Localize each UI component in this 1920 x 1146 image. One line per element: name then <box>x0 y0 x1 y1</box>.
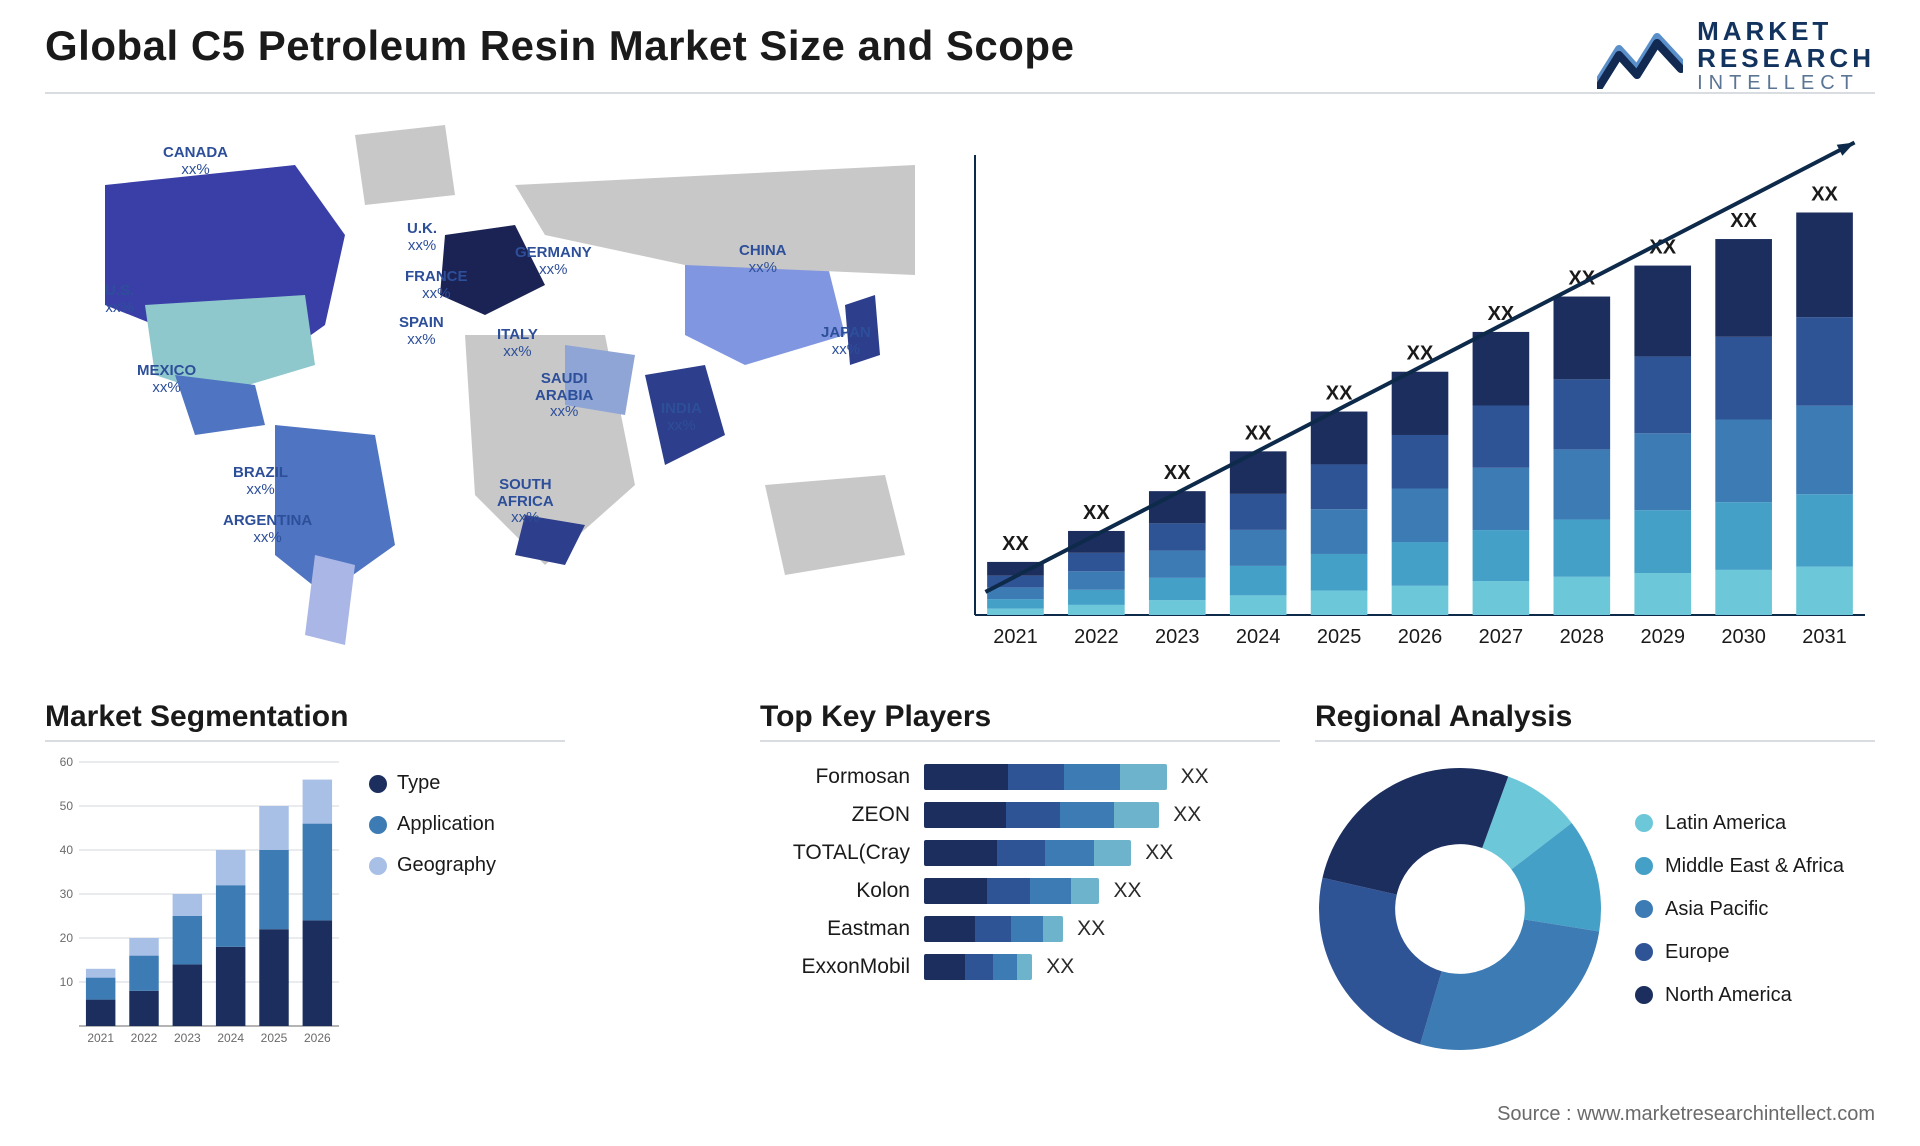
market-segmentation-section: Market Segmentation 10 20 30 40 50 60 2021 2022… <box>45 700 565 1054</box>
source-text: Source : www.marketresearchintellect.com <box>1497 1103 1875 1126</box>
player-bar <box>924 802 1159 828</box>
map-label: ARGENTINAxx% <box>223 513 312 546</box>
player-bar <box>924 840 1131 866</box>
player-name: ExxonMobil <box>760 955 910 979</box>
map-label: MEXICOxx% <box>137 363 196 396</box>
svg-text:20: 20 <box>60 931 74 945</box>
map-label: JAPANxx% <box>821 325 871 358</box>
svg-text:2026: 2026 <box>304 1031 331 1045</box>
svg-text:XX: XX <box>1002 533 1029 555</box>
page-title: Global C5 Petroleum Resin Market Size an… <box>45 22 1074 70</box>
regional-legend-item: Asia Pacific <box>1635 898 1844 921</box>
svg-text:2022: 2022 <box>131 1031 158 1045</box>
svg-text:2025: 2025 <box>1317 626 1362 648</box>
svg-text:2023: 2023 <box>1155 626 1200 648</box>
regional-analysis-section: Regional Analysis Latin America Middle Ea… <box>1315 700 1875 1054</box>
svg-text:2030: 2030 <box>1721 626 1766 648</box>
player-name: TOTAL(Cray <box>760 841 910 865</box>
map-label: BRAZILxx% <box>233 465 288 498</box>
svg-text:50: 50 <box>60 799 74 813</box>
player-row: ZEON XX <box>760 802 1280 828</box>
segmentation-legend-item: Application <box>369 813 496 836</box>
regional-title: Regional Analysis <box>1315 700 1875 734</box>
svg-text:2027: 2027 <box>1479 626 1524 648</box>
map-label: GERMANYxx% <box>515 245 592 278</box>
segmentation-chart: 10 20 30 40 50 60 2021 2022 2023 2024 2025 2026 <box>45 754 345 1054</box>
svg-text:2021: 2021 <box>993 626 1038 648</box>
segmentation-title: Market Segmentation <box>45 700 565 734</box>
player-name: Formosan <box>760 765 910 789</box>
player-bar <box>924 916 1063 942</box>
player-value: XX <box>1046 955 1074 979</box>
svg-text:XX: XX <box>1730 210 1757 232</box>
map-label: CANADAxx% <box>163 145 228 178</box>
regional-legend: Latin America Middle East & Africa Asia Pa… <box>1635 812 1844 1007</box>
svg-text:10: 10 <box>60 975 74 989</box>
svg-text:2023: 2023 <box>174 1031 201 1045</box>
segmentation-legend-item: Type <box>369 772 496 795</box>
players-chart: FormosanXXZEONXXTOTAL(CrayXXKolonXXEastm… <box>760 754 1280 980</box>
svg-text:XX: XX <box>1245 422 1272 444</box>
regional-donut-chart <box>1315 764 1605 1054</box>
map-label: INDIAxx% <box>661 401 702 434</box>
svg-text:2025: 2025 <box>261 1031 288 1045</box>
map-label: ITALYxx% <box>497 327 538 360</box>
svg-text:XX: XX <box>1811 184 1838 206</box>
player-value: XX <box>1077 917 1105 941</box>
logo-text-1: MARKET <box>1697 18 1875 45</box>
forecast-bar-chart: XX 2021 XX 2022 XX 2023 XX 2024 XX 2025 XX 2026 XX 20… <box>955 125 1875 665</box>
player-value: XX <box>1181 765 1209 789</box>
svg-text:2026: 2026 <box>1398 626 1443 648</box>
regional-legend-item: Latin America <box>1635 812 1844 835</box>
player-name: Eastman <box>760 917 910 941</box>
svg-text:XX: XX <box>1326 383 1353 405</box>
svg-text:XX: XX <box>1083 502 1110 524</box>
player-row: Kolon XX <box>760 878 1280 904</box>
player-row: Eastman XX <box>760 916 1280 942</box>
map-label: U.S.xx% <box>105 283 134 316</box>
player-bar <box>924 878 1099 904</box>
logo-text-3: INTELLECT <box>1697 73 1875 94</box>
regional-legend-item: North America <box>1635 984 1844 1007</box>
map-label: FRANCExx% <box>405 269 468 302</box>
header-divider <box>45 92 1875 94</box>
svg-text:40: 40 <box>60 843 74 857</box>
map-label: SPAINxx% <box>399 315 444 348</box>
world-map: CANADAxx% U.S.xx% MEXICOxx% BRAZILxx% ARGENT… <box>45 125 915 665</box>
player-name: Kolon <box>760 879 910 903</box>
player-row: TOTAL(Cray XX <box>760 840 1280 866</box>
player-name: ZEON <box>760 803 910 827</box>
players-title: Top Key Players <box>760 700 1280 734</box>
regional-legend-item: Europe <box>1635 941 1844 964</box>
segmentation-legend: Type Application Geography <box>369 754 496 1054</box>
svg-text:2028: 2028 <box>1560 626 1605 648</box>
player-bar <box>924 954 1032 980</box>
svg-text:2024: 2024 <box>217 1031 244 1045</box>
svg-text:30: 30 <box>60 887 74 901</box>
svg-text:XX: XX <box>1164 462 1191 484</box>
player-value: XX <box>1145 841 1173 865</box>
segmentation-legend-item: Geography <box>369 854 496 877</box>
svg-text:2022: 2022 <box>1074 626 1119 648</box>
player-row: Formosan XX <box>760 764 1280 790</box>
map-label: CHINAxx% <box>739 243 787 276</box>
player-value: XX <box>1173 803 1201 827</box>
logo-text-2: RESEARCH <box>1697 45 1875 72</box>
svg-text:2024: 2024 <box>1236 626 1281 648</box>
map-label: U.K.xx% <box>407 221 437 254</box>
player-bar <box>924 764 1167 790</box>
map-label: SOUTHAFRICAxx% <box>497 477 554 527</box>
top-key-players-section: Top Key Players FormosanXXZEONXXTOTAL(Cr… <box>760 700 1280 980</box>
player-row: ExxonMobil XX <box>760 954 1280 980</box>
svg-text:2029: 2029 <box>1640 626 1685 648</box>
regional-legend-item: Middle East & Africa <box>1635 855 1844 878</box>
brand-logo: MARKET RESEARCH INTELLECT <box>1597 18 1875 94</box>
svg-text:60: 60 <box>60 755 74 769</box>
svg-text:2021: 2021 <box>87 1031 114 1045</box>
player-value: XX <box>1113 879 1141 903</box>
logo-mark-icon <box>1597 23 1683 89</box>
svg-text:2031: 2031 <box>1802 626 1847 648</box>
map-label: SAUDIARABIAxx% <box>535 371 593 421</box>
